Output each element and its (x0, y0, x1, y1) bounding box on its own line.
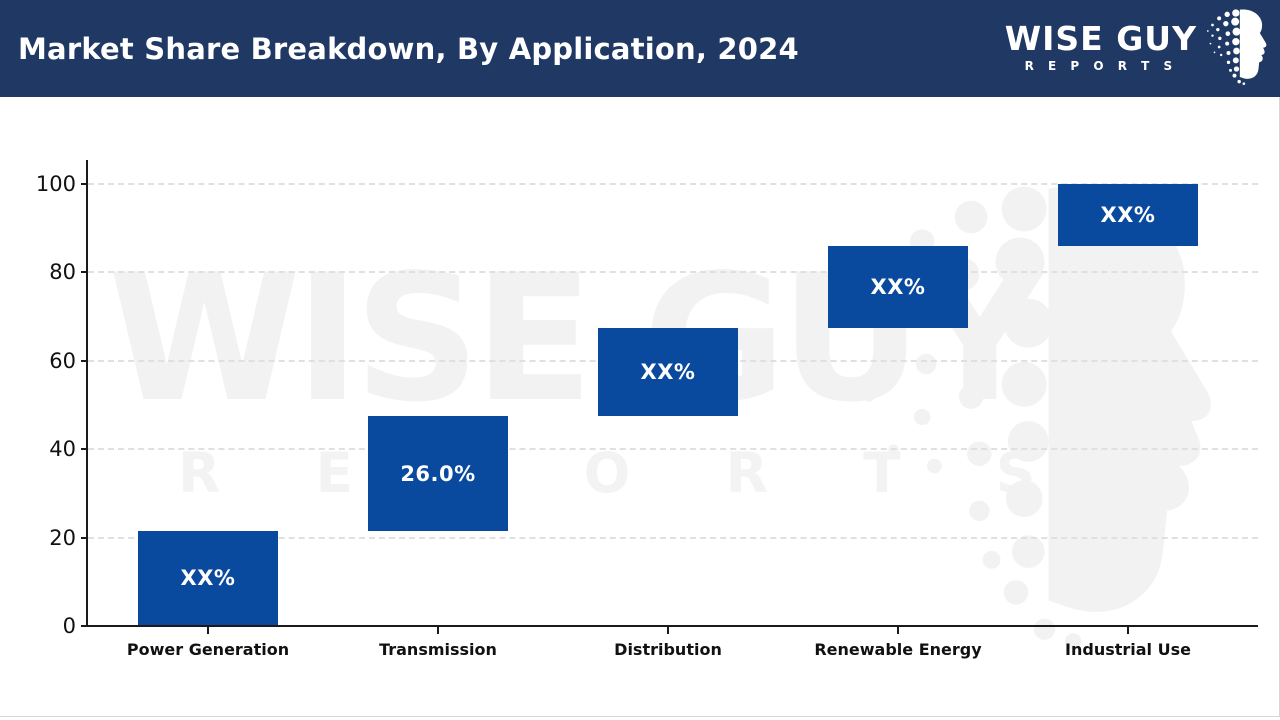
x-axis-label: Power Generation (126, 640, 290, 659)
bar-label: XX% (870, 274, 926, 299)
y-tick-label: 20 (49, 525, 76, 550)
y-axis-line (86, 160, 88, 627)
bar-label: XX% (180, 566, 236, 591)
gridline (88, 183, 1258, 185)
y-tick-label: 100 (35, 172, 76, 196)
bar: XX% (828, 245, 968, 328)
bar-label: XX% (1100, 202, 1156, 227)
y-axis-tick (81, 359, 88, 362)
y-axis-tick (81, 536, 88, 539)
bar: 26.0% (368, 416, 508, 531)
page-title: Market Share Breakdown, By Application, … (18, 31, 799, 66)
gridline (88, 536, 1258, 539)
x-axis-tick (207, 627, 209, 634)
frame-bottom-border (0, 716, 1280, 717)
bar: XX% (1058, 184, 1198, 246)
bar: XX% (138, 530, 278, 626)
y-tick-label: 80 (49, 260, 76, 285)
brand-tagline: R E P O R T S (1024, 58, 1178, 73)
x-axis-tick (667, 627, 669, 634)
x-axis-line (86, 625, 1258, 627)
header: Market Share Breakdown, By Application, … (0, 0, 1280, 97)
x-axis-label: Renewable Energy (814, 640, 982, 659)
x-axis-label: Industrial Use (1065, 640, 1191, 659)
bar-label: 26.0% (400, 461, 476, 486)
brand-name: WISE GUY (1004, 19, 1197, 59)
brand-logo: WISE GUY R E P O R T S (1005, 7, 1268, 87)
bar: XX% (598, 327, 738, 417)
gridline (88, 448, 1258, 451)
brand-logo-text: WISE GUY R E P O R T S (1004, 19, 1197, 73)
y-tick-label: 40 (49, 437, 76, 462)
x-axis-label: Distribution (614, 640, 722, 659)
bar-label: XX% (640, 359, 696, 384)
x-axis-tick (437, 627, 439, 634)
y-axis-tick (81, 271, 88, 274)
gridline (88, 271, 1258, 274)
y-axis-tick (81, 183, 88, 185)
y-tick-label: 0 (62, 614, 76, 638)
y-axis-tick (81, 448, 88, 451)
x-axis-tick (897, 627, 899, 634)
x-axis-tick (1127, 627, 1129, 634)
y-tick-label: 60 (49, 348, 76, 373)
x-axis-label: Transmission (379, 640, 497, 659)
y-axis-tick (81, 625, 88, 627)
